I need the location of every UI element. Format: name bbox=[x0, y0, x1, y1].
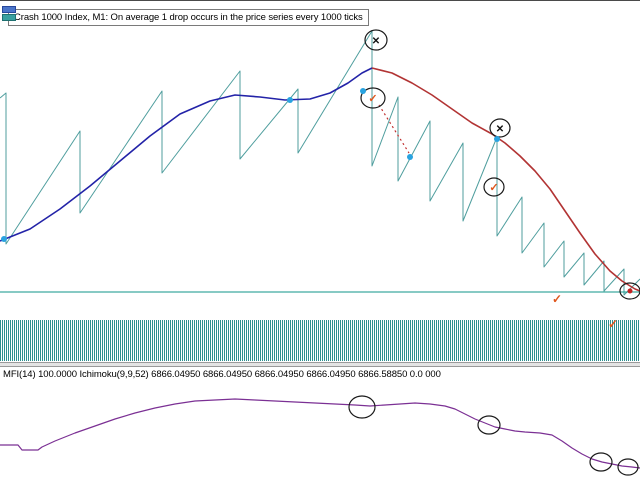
price-dot-mid bbox=[287, 97, 293, 103]
price-dot-right bbox=[494, 136, 500, 142]
chart-mode-icon[interactable] bbox=[2, 6, 16, 13]
ma-trend-up-line bbox=[0, 67, 373, 242]
mfi-circle-2 bbox=[477, 415, 501, 435]
trend-x-marker: ✕ bbox=[489, 118, 511, 138]
mfi-line-line bbox=[0, 398, 640, 469]
marker-glyph: ✓ bbox=[489, 182, 498, 194]
price-dot-start bbox=[1, 236, 7, 242]
mfi-circle-1 bbox=[348, 395, 376, 419]
pullback-check-marker: ✓ bbox=[483, 177, 505, 197]
price-ticks-sawtooth-line bbox=[0, 30, 640, 296]
projection-dotted-line bbox=[378, 104, 410, 154]
crash-top-marker: ✕ bbox=[364, 29, 388, 51]
marker-glyph: ✓ bbox=[368, 93, 377, 105]
plain-check-2: ✓ bbox=[608, 317, 618, 331]
ma-trend-down-line bbox=[371, 67, 640, 292]
chart-corner-icons[interactable] bbox=[2, 6, 16, 21]
panel-separator[interactable] bbox=[0, 362, 640, 367]
entry-check-marker: ✓ bbox=[360, 87, 386, 109]
chart-shift-icon[interactable] bbox=[2, 14, 16, 21]
marker-glyph: ✓ bbox=[552, 292, 562, 306]
mfi-circle-4 bbox=[617, 458, 639, 476]
marker-glyph: ✕ bbox=[496, 124, 504, 135]
marker-glyph: ✕ bbox=[372, 36, 380, 47]
mfi-circle-3 bbox=[589, 452, 613, 472]
marker-glyph: ✓ bbox=[608, 317, 618, 331]
level-touch-marker bbox=[619, 282, 640, 300]
tick-volume-bars[interactable] bbox=[0, 320, 640, 361]
indicator-label: MFI(14) 100.0000 Ichimoku(9,9,52) 6866.0… bbox=[3, 369, 441, 380]
plain-check-1: ✓ bbox=[552, 292, 562, 306]
projection-end-dot bbox=[407, 154, 413, 160]
chart-comment: Crash 1000 Index, M1: On average 1 drop … bbox=[8, 9, 369, 26]
price-dot-peak bbox=[360, 88, 366, 94]
